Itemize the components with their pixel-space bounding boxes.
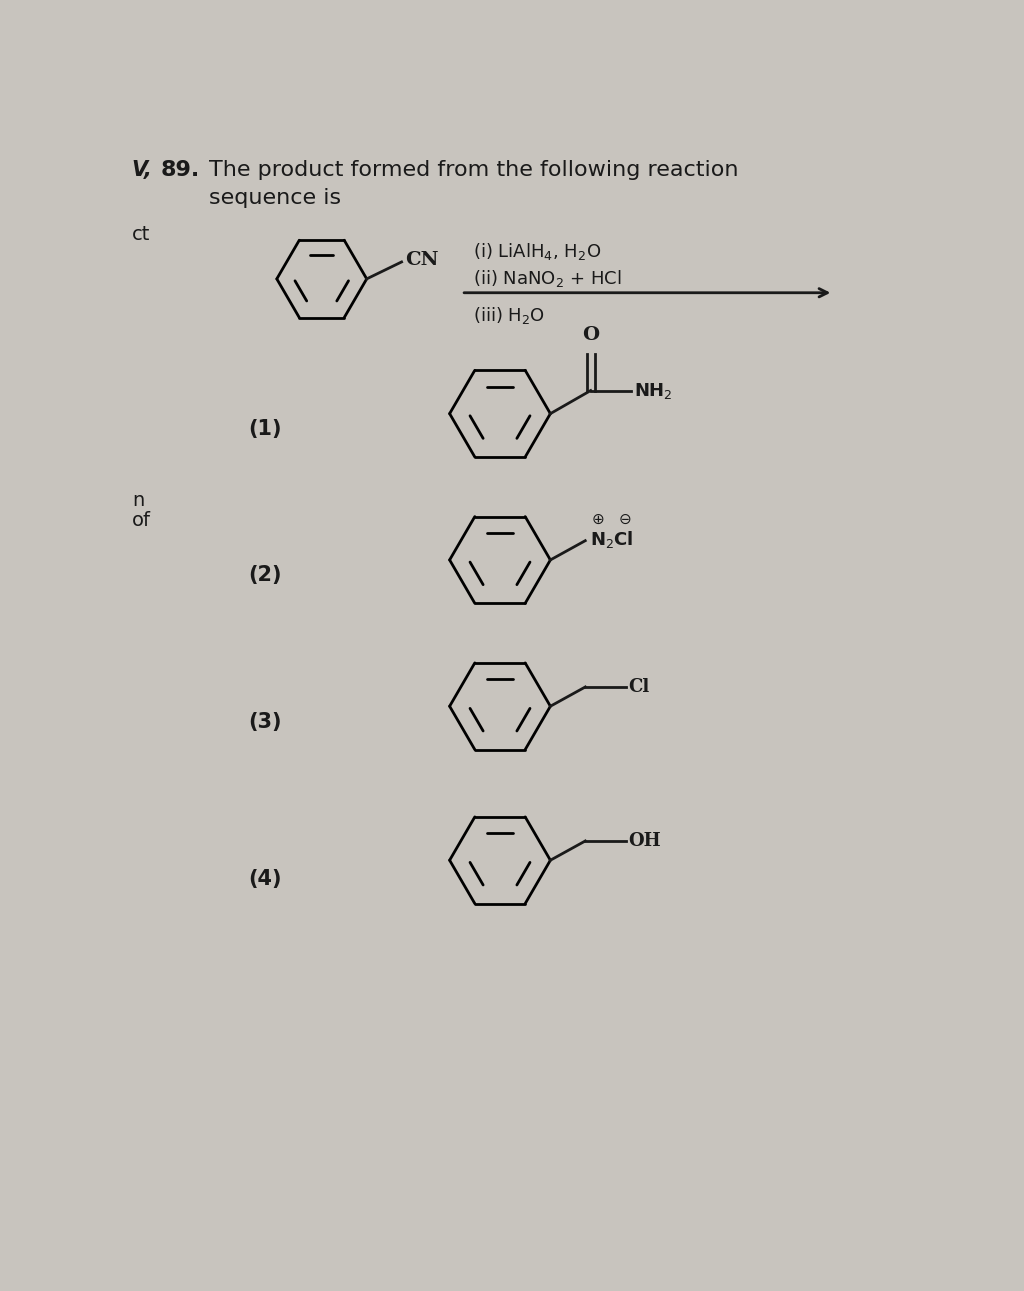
Text: The product formed from the following reaction: The product formed from the following re… (209, 160, 739, 179)
Text: (iii) H$_2$O: (iii) H$_2$O (473, 306, 545, 327)
Text: sequence is: sequence is (209, 188, 341, 208)
Text: CN: CN (406, 252, 439, 270)
Text: $\ominus$: $\ominus$ (617, 511, 631, 527)
Text: $\oplus$: $\oplus$ (592, 511, 605, 527)
Text: (1): (1) (248, 420, 282, 439)
Text: OH: OH (629, 831, 662, 849)
Text: 89.: 89. (161, 160, 200, 179)
Text: O: O (582, 327, 599, 345)
Text: (2): (2) (248, 565, 282, 585)
Text: of: of (132, 511, 151, 531)
Text: NH$_2$: NH$_2$ (634, 381, 673, 400)
Text: n: n (132, 491, 144, 510)
Text: Cl: Cl (629, 678, 650, 696)
Text: (ii) NaNO$_2$ + HCl: (ii) NaNO$_2$ + HCl (473, 269, 622, 289)
Text: ct: ct (132, 225, 151, 244)
Text: (3): (3) (248, 711, 282, 732)
Text: (i) LiAlH$_4$, H$_2$O: (i) LiAlH$_4$, H$_2$O (473, 241, 601, 262)
Text: (4): (4) (248, 870, 282, 889)
Text: N$_2$Cl: N$_2$Cl (590, 528, 634, 550)
Text: V,: V, (132, 160, 153, 179)
